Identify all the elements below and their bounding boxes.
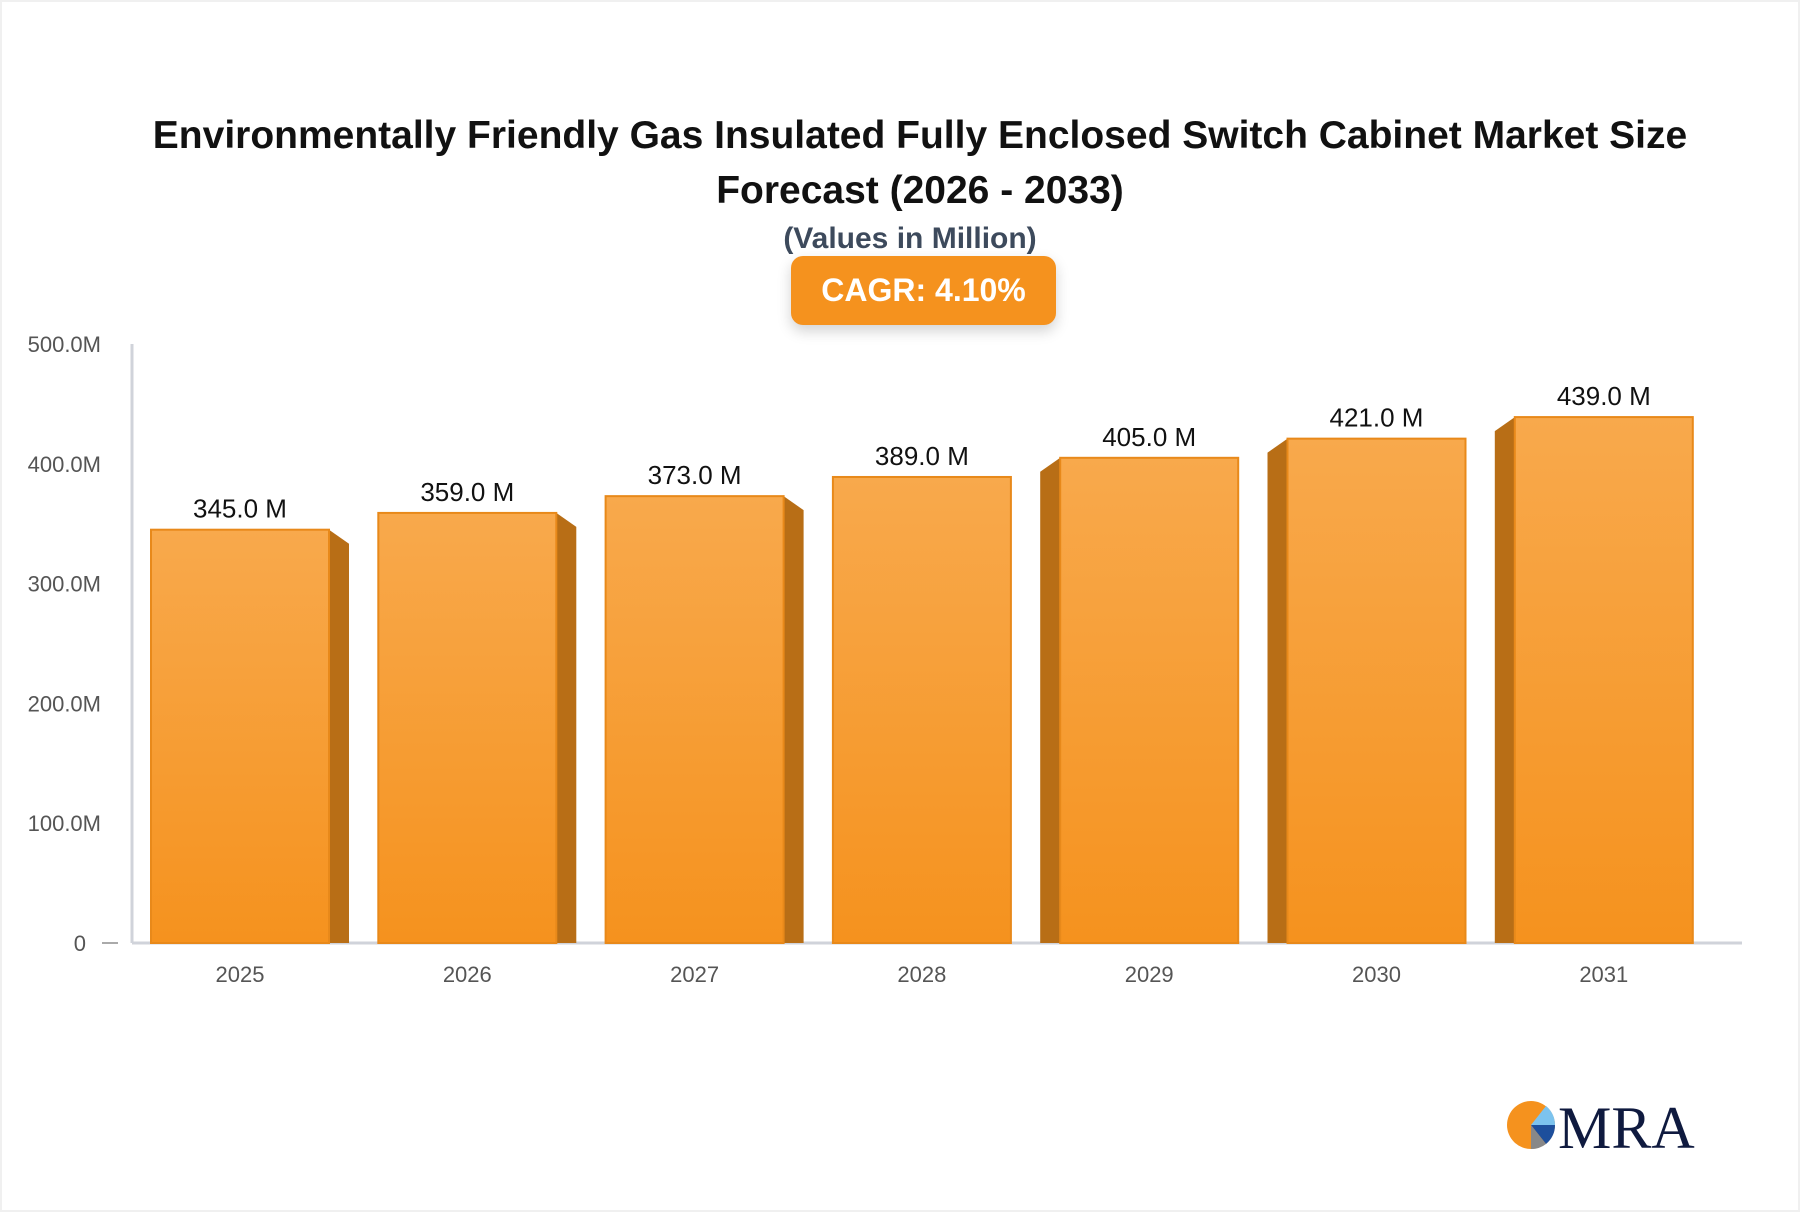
logo-text: MRA	[1558, 1098, 1695, 1152]
x-tick-label: 2031	[1579, 962, 1628, 987]
x-tick-label: 2025	[216, 962, 265, 987]
bar-side	[783, 496, 804, 943]
x-tick-label: 2028	[897, 962, 946, 987]
y-tick-label: 0	[74, 931, 86, 956]
mra-logo: MRA	[1507, 1098, 1695, 1152]
data-label: 405.0 M	[1102, 422, 1196, 452]
bar-side	[1267, 438, 1288, 943]
cagr-badge: CAGR: 4.10%	[791, 256, 1056, 325]
x-tick-label: 2029	[1125, 962, 1174, 987]
data-label: 345.0 M	[193, 494, 287, 524]
y-tick-label: 300.0M	[28, 572, 101, 597]
bar-2029	[1059, 456, 1240, 944]
bar-side	[329, 529, 349, 943]
data-label: 421.0 M	[1330, 403, 1424, 433]
data-label: 389.0 M	[875, 441, 969, 471]
data-label: 373.0 M	[648, 460, 742, 490]
bar-2031	[1513, 416, 1694, 944]
y-tick-label: 500.0M	[28, 332, 101, 357]
bar-2026	[377, 511, 558, 945]
y-tick-label: 400.0M	[28, 452, 101, 477]
chart-subtitle: (Values in Million)	[783, 222, 1037, 255]
bar-side	[1494, 417, 1515, 943]
bar-2027	[604, 495, 785, 944]
x-tick-label: 2030	[1352, 962, 1401, 987]
chart-title: Environmentally Friendly Gas Insulated F…	[152, 114, 1688, 212]
data-label: 359.0 M	[420, 477, 514, 507]
bar-2025	[150, 528, 330, 944]
y-tick-label: 200.0M	[28, 691, 101, 716]
data-label: 439.0 M	[1557, 381, 1651, 411]
x-tick-label: 2026	[443, 962, 492, 987]
bar-2030	[1286, 437, 1467, 944]
y-tick-label: 100.0M	[28, 811, 101, 836]
bar-side	[1040, 457, 1061, 943]
bar-2028	[831, 475, 1012, 944]
x-tick-label: 2027	[670, 962, 719, 987]
bar-side	[556, 512, 577, 943]
